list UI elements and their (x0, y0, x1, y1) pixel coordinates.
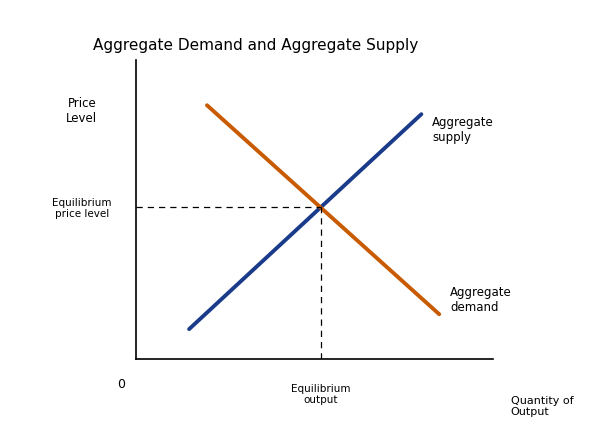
Text: Aggregate
supply: Aggregate supply (432, 116, 494, 144)
Text: Price
Level: Price Level (67, 97, 97, 125)
Text: Quantity of
Output: Quantity of Output (511, 395, 573, 417)
Text: Aggregate
demand: Aggregate demand (450, 286, 512, 314)
Text: 0: 0 (117, 377, 125, 390)
Text: Equilibrium
price level: Equilibrium price level (52, 197, 111, 219)
Text: Equilibrium
output: Equilibrium output (291, 383, 351, 405)
Text: Aggregate Demand and Aggregate Supply: Aggregate Demand and Aggregate Supply (92, 38, 418, 53)
